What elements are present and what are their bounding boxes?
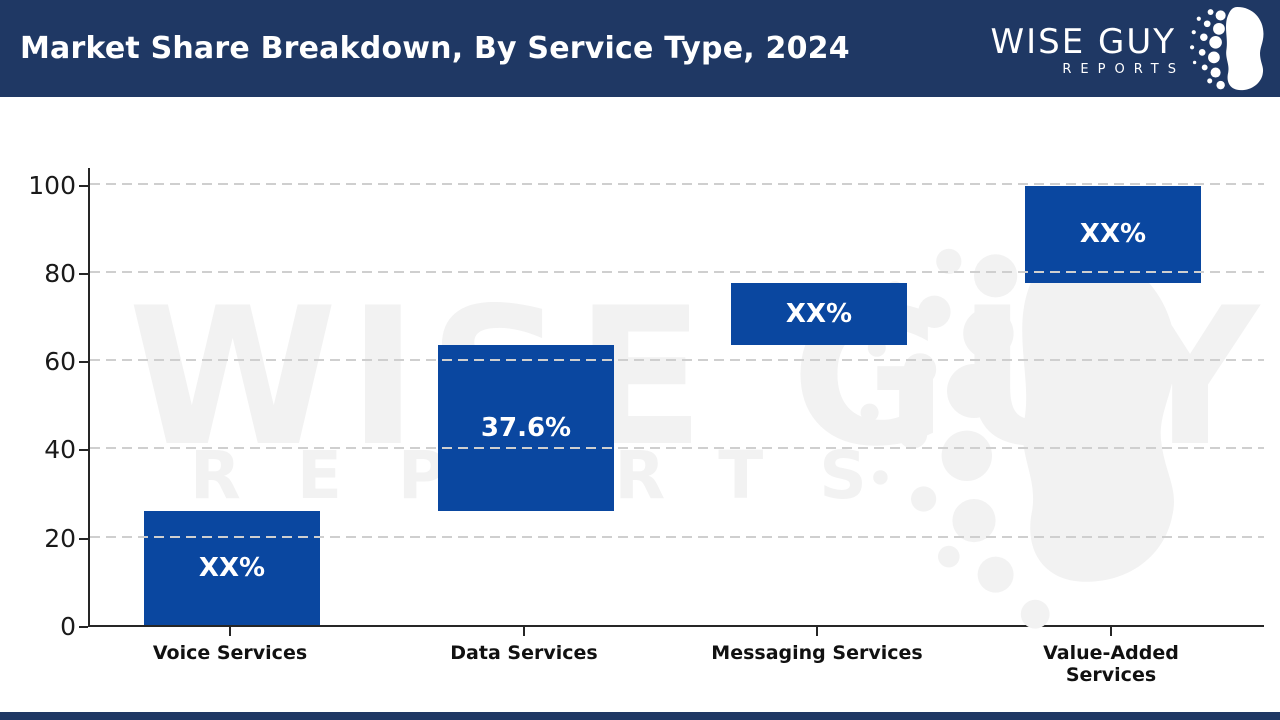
xtick-mark-2 <box>816 627 818 636</box>
logo-wordmark: WISE GUY <box>990 21 1176 62</box>
bar-voice-services: XX% <box>144 511 320 625</box>
xtick-mark-0 <box>229 627 231 636</box>
xtick-mark-3 <box>1110 627 1112 636</box>
xcat-label-2: Messaging Services <box>711 642 923 664</box>
bar-value-label: XX% <box>1079 219 1147 250</box>
ytick-mark-60 <box>79 361 88 364</box>
watermark-head-icon <box>860 247 1176 629</box>
footer-accent-bar <box>0 712 1280 720</box>
page-title: Market Share Breakdown, By Service Type,… <box>20 31 850 66</box>
ytick-mark-0 <box>79 626 88 628</box>
ytick-mark-100 <box>79 184 88 187</box>
header-bar: Market Share Breakdown, By Service Type,… <box>0 0 1280 97</box>
bar-messaging-services: XX% <box>731 282 907 346</box>
ytick-mark-40 <box>79 449 88 452</box>
xtick-mark-1 <box>523 627 525 636</box>
xcat-label-0: Voice Services <box>152 642 308 664</box>
bar-value-label: XX% <box>198 553 266 584</box>
bar-data-services: 37.6% <box>438 345 614 512</box>
xcat-label-1: Data Services <box>450 642 598 664</box>
gridline-80 <box>90 270 1264 273</box>
wiseguy-logo: WISE GUY REPORTS <box>990 0 1266 97</box>
ytick-label-40: 40 <box>44 435 76 465</box>
plot-area: XX% 37.6% XX% XX% <box>88 168 1264 627</box>
ytick-mark-80 <box>79 272 88 275</box>
ytick-label-60: 60 <box>44 347 76 377</box>
ytick-mark-20 <box>79 537 88 540</box>
ytick-label-20: 20 <box>44 523 76 553</box>
wiseguy-head-icon <box>1189 6 1264 90</box>
xcat-label-3: Value-Added Services <box>1043 642 1179 686</box>
gridline-100 <box>90 182 1264 185</box>
bar-value-added-services: XX% <box>1025 185 1201 283</box>
logo-subtitle: REPORTS <box>1062 61 1185 77</box>
gridline-60 <box>90 359 1264 362</box>
bar-value-label: 37.6% <box>480 413 572 444</box>
gridline-20 <box>90 535 1264 538</box>
ytick-label-80: 80 <box>44 258 76 288</box>
ytick-label-0: 0 <box>60 612 76 641</box>
ytick-label-100: 100 <box>28 170 76 200</box>
bar-value-label: XX% <box>785 298 853 329</box>
gridline-40 <box>90 447 1264 450</box>
chart-canvas: WISE GUY REPORTS XX%37.6%XX%XX% 02040608… <box>0 97 1280 712</box>
